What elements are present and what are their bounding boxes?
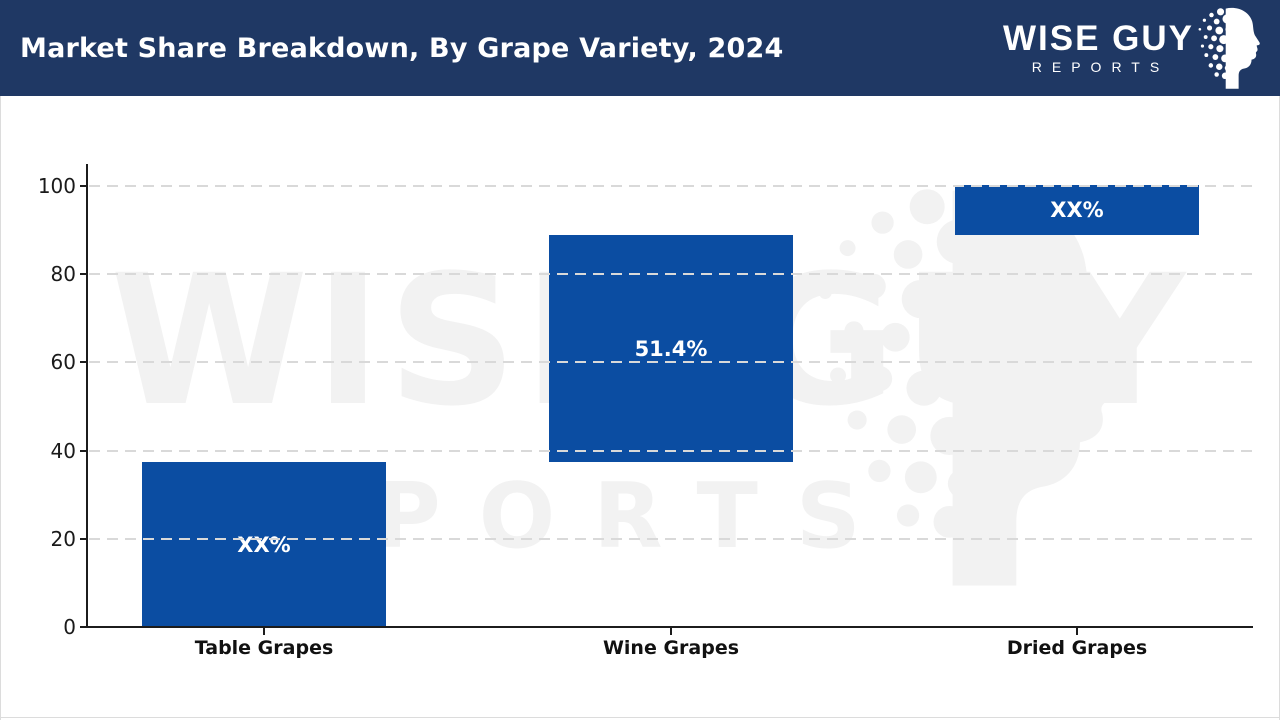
chart-title: Market Share Breakdown, By Grape Variety…	[20, 33, 784, 64]
gridline-80	[89, 273, 1253, 276]
x-category-label: Wine Grapes	[602, 637, 740, 659]
y-tick-20	[80, 537, 87, 540]
brand-subtitle: REPORTS	[1031, 59, 1170, 76]
y-tick-40	[80, 449, 87, 452]
gridline-20	[89, 537, 1253, 540]
x-tick-3	[1076, 627, 1078, 635]
y-tick-100	[80, 185, 87, 188]
y-tick-label-40: 40	[50, 438, 76, 463]
y-tick-0	[80, 626, 87, 628]
gridline-100	[89, 185, 1253, 188]
page-border-left	[0, 96, 1, 720]
brand-logo: WISE GUY REPORTS	[1003, 6, 1266, 90]
y-axis-line	[86, 164, 88, 628]
gridline-60	[89, 361, 1253, 364]
y-tick-label-80: 80	[50, 262, 76, 287]
bar-value-label: 51.4%	[634, 336, 708, 361]
x-category-label: Table Grapes	[194, 637, 334, 659]
y-tick-80	[80, 273, 87, 276]
bar-table-grapes: XX%	[142, 462, 386, 627]
y-tick-label-20: 20	[50, 526, 76, 551]
watermark-face-icon	[818, 187, 1121, 586]
y-tick-label-0: 0	[63, 615, 76, 639]
brand-name: WISE GUY	[1002, 18, 1194, 58]
header-bar: Market Share Breakdown, By Grape Variety…	[0, 0, 1280, 96]
x-tick-1	[263, 627, 265, 635]
brand-logo-text: WISE GUY REPORTS	[1002, 18, 1194, 76]
brand-face-icon	[1198, 7, 1260, 89]
bar-value-label: XX%	[1050, 198, 1104, 223]
bar-dried-grapes: XX%	[955, 185, 1199, 236]
y-tick-label-100: 100	[37, 174, 76, 199]
x-category-label: Dried Grapes	[1006, 637, 1148, 659]
bar-wine-grapes: 51.4%	[549, 235, 793, 463]
x-axis-line	[86, 626, 1253, 628]
page-border-bottom	[0, 717, 1280, 718]
bar-value-label: XX%	[237, 532, 291, 557]
gridline-40	[89, 449, 1253, 452]
x-tick-2	[670, 627, 672, 635]
y-tick-label-60: 60	[50, 350, 76, 375]
y-tick-60	[80, 361, 87, 364]
